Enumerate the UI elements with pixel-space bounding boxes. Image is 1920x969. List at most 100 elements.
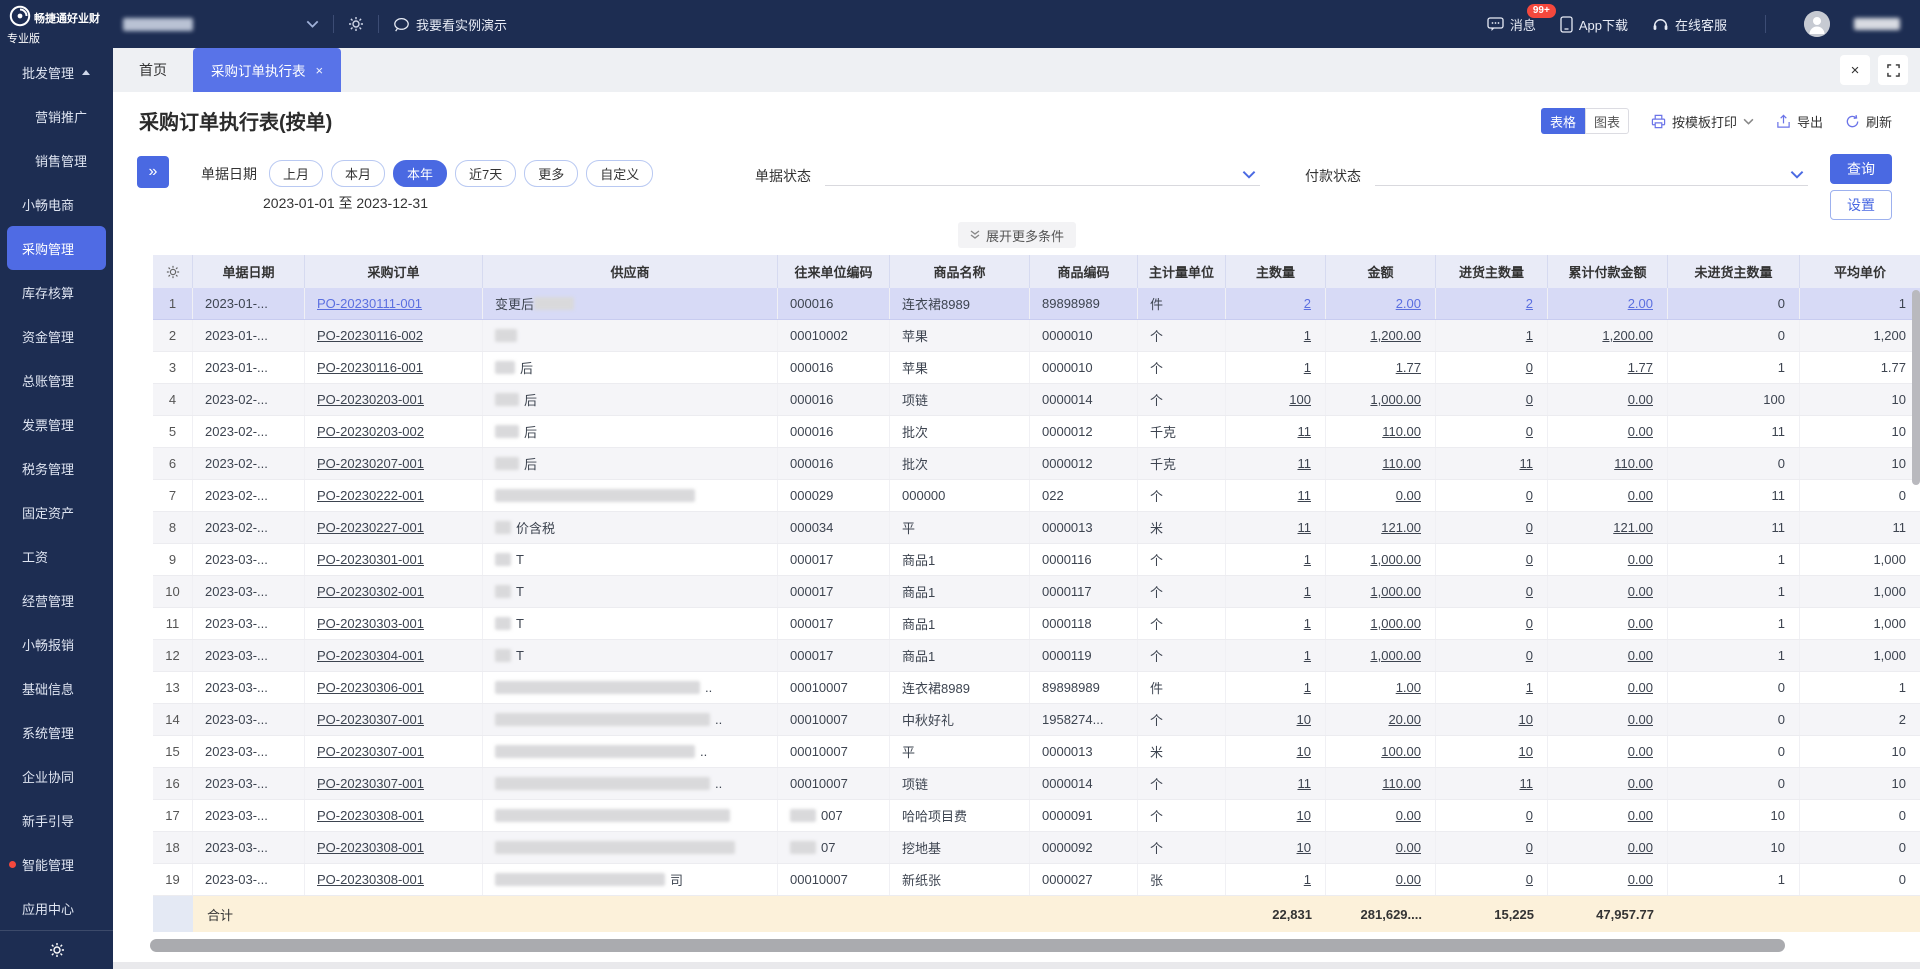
cell-amount-link[interactable]: 1,000.00 xyxy=(1370,616,1421,631)
sidebar-item[interactable]: 经营管理 xyxy=(0,578,113,622)
cell-amount-link[interactable]: 1,000.00 xyxy=(1370,552,1421,567)
cell-in-qty-link[interactable]: 10 xyxy=(1518,744,1533,759)
topbar-gear-icon[interactable] xyxy=(348,16,364,32)
cell-paid-link[interactable]: 0.00 xyxy=(1627,552,1653,567)
tab-home[interactable]: 首页 xyxy=(139,62,167,78)
cell-qty-link[interactable]: 2 xyxy=(1303,296,1311,311)
app-download-button[interactable]: App下载 xyxy=(1560,15,1628,34)
sidebar-item[interactable]: 企业协同 xyxy=(0,754,113,798)
cell-paid-link[interactable]: 0.00 xyxy=(1627,680,1653,695)
sidebar-item[interactable]: 小畅电商 xyxy=(0,182,113,226)
sidebar-item[interactable]: 营销推广 xyxy=(0,94,113,138)
expand-more-conditions-button[interactable]: 展开更多条件 xyxy=(958,222,1077,248)
cell-amount-link[interactable]: 100.00 xyxy=(1381,744,1421,759)
table-row[interactable]: 2 2023-01-... PO-20230116-002 00010002 苹果 000… xyxy=(153,320,1920,352)
cell-qty-link[interactable]: 1 xyxy=(1303,360,1311,375)
cell-qty-link[interactable]: 11 xyxy=(1297,456,1312,471)
cell-amount-link[interactable]: 1,000.00 xyxy=(1370,392,1421,407)
cell-po-link[interactable]: PO-20230304-001 xyxy=(317,648,424,663)
cell-qty-link[interactable]: 11 xyxy=(1297,776,1312,791)
cell-paid-link[interactable]: 0.00 xyxy=(1627,776,1653,791)
sidebar-item[interactable]: 采购管理 xyxy=(7,226,106,270)
date-pill[interactable]: 近7天 xyxy=(455,160,517,187)
cell-paid-link[interactable]: 2.00 xyxy=(1627,296,1653,311)
cell-qty-link[interactable]: 10 xyxy=(1296,840,1311,855)
cell-qty-link[interactable]: 1 xyxy=(1303,328,1311,343)
cell-amount-link[interactable]: 0.00 xyxy=(1395,808,1421,823)
cell-in-qty-link[interactable]: 0 xyxy=(1525,808,1533,823)
tab-close-icon[interactable]: × xyxy=(315,62,324,78)
column-header[interactable]: 主数量 xyxy=(1226,255,1326,288)
cell-paid-link[interactable]: 110.00 xyxy=(1614,456,1653,471)
cell-po-link[interactable]: PO-20230303-001 xyxy=(317,616,424,631)
cell-in-qty-link[interactable]: 10 xyxy=(1518,712,1533,727)
cell-po-link[interactable]: PO-20230227-001 xyxy=(317,520,424,535)
cell-paid-link[interactable]: 0.00 xyxy=(1627,712,1653,727)
vertical-scrollbar[interactable] xyxy=(1912,290,1920,485)
fullscreen-icon[interactable] xyxy=(1878,55,1908,85)
sidebar-item[interactable]: 销售管理 xyxy=(0,138,113,182)
cell-paid-link[interactable]: 0.00 xyxy=(1627,840,1653,855)
cell-qty-link[interactable]: 100 xyxy=(1289,392,1311,407)
column-header[interactable]: 进货主数量 xyxy=(1436,255,1548,288)
cell-paid-link[interactable]: 0.00 xyxy=(1627,392,1653,407)
sidebar-settings-button[interactable] xyxy=(0,930,113,969)
cell-paid-link[interactable]: 0.00 xyxy=(1627,648,1653,663)
cell-po-link[interactable]: PO-20230307-001 xyxy=(317,776,424,791)
online-service-button[interactable]: 在线客服 xyxy=(1652,15,1727,34)
table-row[interactable]: 19 2023-03-... PO-20230308-001 司 00010007 新纸张… xyxy=(153,864,1920,896)
table-row[interactable]: 9 2023-03-... PO-20230301-001 T 000017 商品1 000… xyxy=(153,544,1920,576)
cell-po-link[interactable]: PO-20230308-001 xyxy=(317,808,424,823)
table-row[interactable]: 8 2023-02-... PO-20230227-001 价含税 000034 平 000… xyxy=(153,512,1920,544)
column-header[interactable]: 往来单位编码 xyxy=(778,255,890,288)
cell-paid-link[interactable]: 1,200.00 xyxy=(1602,328,1653,343)
cell-in-qty-link[interactable]: 0 xyxy=(1525,520,1533,535)
cell-amount-link[interactable]: 1,000.00 xyxy=(1370,648,1421,663)
column-header[interactable]: 商品编码 xyxy=(1030,255,1138,288)
sidebar-item[interactable]: 税务管理 xyxy=(0,446,113,490)
cell-amount-link[interactable]: 20.00 xyxy=(1388,712,1421,727)
cell-paid-link[interactable]: 0.00 xyxy=(1627,584,1653,599)
cell-amount-link[interactable]: 110.00 xyxy=(1382,424,1421,439)
cell-po-link[interactable]: PO-20230116-001 xyxy=(317,360,424,375)
sidebar-item[interactable]: 批发管理 xyxy=(0,50,113,94)
cell-qty-link[interactable]: 11 xyxy=(1297,520,1312,535)
cell-paid-link[interactable]: 0.00 xyxy=(1627,872,1653,887)
table-row[interactable]: 14 2023-03-... PO-20230307-001.. 00010007 中秋… xyxy=(153,704,1920,736)
cell-amount-link[interactable]: 2.00 xyxy=(1395,296,1421,311)
cell-qty-link[interactable]: 1 xyxy=(1303,584,1311,599)
cell-po-link[interactable]: PO-20230222-001 xyxy=(317,488,424,503)
sidebar-item[interactable]: 新手引导 xyxy=(0,798,113,842)
column-header[interactable]: 主计量单位 xyxy=(1138,255,1226,288)
cell-in-qty-link[interactable]: 2 xyxy=(1525,296,1533,311)
cell-po-link[interactable]: PO-20230111-001 xyxy=(317,296,423,311)
cell-po-link[interactable]: PO-20230116-002 xyxy=(317,328,424,343)
tab-active[interactable]: 采购订单执行表 × xyxy=(193,48,342,92)
cell-amount-link[interactable]: 1.00 xyxy=(1395,680,1421,695)
date-pill[interactable]: 本月 xyxy=(331,160,386,187)
cell-in-qty-link[interactable]: 0 xyxy=(1525,872,1533,887)
table-row[interactable]: 15 2023-03-... PO-20230307-001.. 00010007 平 0… xyxy=(153,736,1920,768)
table-row[interactable]: 4 2023-02-... PO-20230203-001 后 000016 项链 0000… xyxy=(153,384,1920,416)
cell-qty-link[interactable]: 1 xyxy=(1303,872,1311,887)
avatar[interactable] xyxy=(1804,11,1830,37)
sidebar-item[interactable]: 固定资产 xyxy=(0,490,113,534)
cell-po-link[interactable]: PO-20230207-001 xyxy=(317,456,424,471)
cell-po-link[interactable]: PO-20230302-001 xyxy=(317,584,424,599)
cell-qty-link[interactable]: 10 xyxy=(1296,712,1311,727)
cell-qty-link[interactable]: 10 xyxy=(1296,808,1311,823)
view-chart-button[interactable]: 图表 xyxy=(1584,108,1629,134)
sidebar-item[interactable]: 系统管理 xyxy=(0,710,113,754)
expand-filter-button[interactable]: » xyxy=(137,156,169,188)
cell-paid-link[interactable]: 1.77 xyxy=(1627,360,1653,375)
cell-qty-link[interactable]: 1 xyxy=(1303,648,1311,663)
sidebar-item[interactable]: 小畅报销 xyxy=(0,622,113,666)
cell-in-qty-link[interactable]: 0 xyxy=(1525,648,1533,663)
cell-amount-link[interactable]: 1,000.00 xyxy=(1370,584,1421,599)
horizontal-scrollbar[interactable] xyxy=(150,939,1785,952)
sidebar-item[interactable]: 基础信息 xyxy=(0,666,113,710)
cell-po-link[interactable]: PO-20230203-001 xyxy=(317,392,424,407)
cell-amount-link[interactable]: 110.00 xyxy=(1382,456,1421,471)
date-range-value[interactable]: 2023-01-01 至 2023-12-31 xyxy=(263,195,429,211)
cell-paid-link[interactable]: 121.00 xyxy=(1613,520,1653,535)
